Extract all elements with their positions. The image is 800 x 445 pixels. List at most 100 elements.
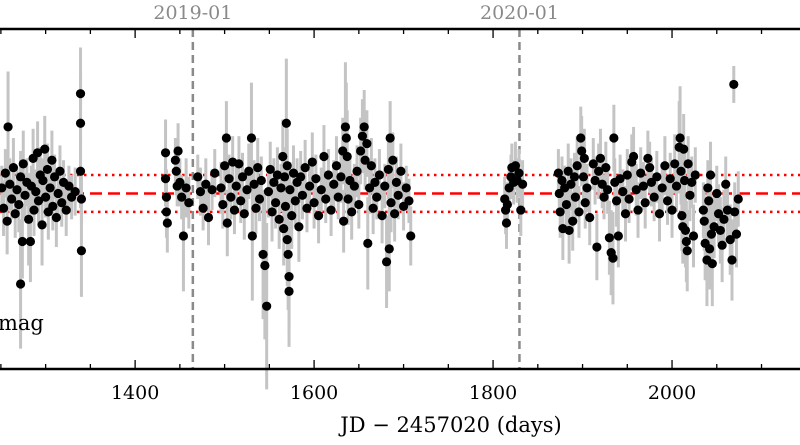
data-point <box>645 162 655 173</box>
data-point <box>705 170 716 180</box>
data-point <box>57 198 67 208</box>
data-point <box>665 174 675 184</box>
data-point <box>698 205 708 215</box>
data-point <box>688 231 699 241</box>
data-point <box>276 183 286 193</box>
data-point <box>707 259 717 269</box>
data-point <box>297 190 308 200</box>
data-point <box>262 301 272 311</box>
data-point <box>406 231 416 241</box>
data-point <box>207 185 217 195</box>
data-point <box>224 174 234 184</box>
data-point <box>61 205 71 215</box>
data-point <box>572 161 582 171</box>
data-point <box>75 166 86 176</box>
data-point <box>667 205 677 215</box>
data-point <box>566 179 576 189</box>
data-point <box>386 198 396 208</box>
data-point <box>274 214 284 224</box>
data-point <box>370 177 380 187</box>
data-point <box>638 181 649 191</box>
data-point <box>220 161 230 171</box>
data-point <box>218 199 228 210</box>
data-point <box>366 161 376 171</box>
top-label-2020-01: 2020-01 <box>480 2 559 24</box>
data-point <box>579 153 589 163</box>
data-point <box>722 205 733 215</box>
data-point <box>15 279 26 289</box>
data-point <box>53 188 63 199</box>
data-point <box>578 172 589 182</box>
data-point <box>715 225 725 236</box>
data-point <box>247 231 257 241</box>
data-point <box>553 168 563 178</box>
data-point <box>18 159 28 169</box>
data-point <box>502 199 512 210</box>
data-point <box>717 240 727 250</box>
data-point <box>31 187 41 197</box>
data-point <box>287 211 297 221</box>
data-point <box>0 183 7 193</box>
data-point <box>671 181 682 191</box>
data-point <box>563 166 573 176</box>
data-point <box>580 198 590 208</box>
data-point <box>12 185 22 195</box>
data-point <box>0 168 10 178</box>
data-point <box>160 174 171 184</box>
data-point <box>731 229 742 239</box>
data-point <box>340 122 351 132</box>
data-point <box>643 153 653 163</box>
annotation-mag: mag <box>0 311 44 335</box>
data-point <box>687 177 697 187</box>
data-point <box>15 172 26 182</box>
data-point <box>576 133 586 143</box>
data-point <box>608 253 618 263</box>
data-point <box>236 196 246 206</box>
data-point <box>290 196 300 206</box>
data-point <box>45 183 55 193</box>
data-point <box>309 198 319 208</box>
data-point <box>620 209 631 219</box>
data-point <box>640 198 650 208</box>
data-point <box>242 185 252 195</box>
data-point <box>730 207 740 217</box>
data-point <box>396 166 406 176</box>
data-point <box>237 172 248 182</box>
data-point <box>391 177 402 187</box>
data-point <box>323 170 334 180</box>
data-point <box>271 198 281 208</box>
data-point <box>388 155 398 165</box>
data-point <box>654 209 665 219</box>
data-point <box>721 179 731 189</box>
data-point <box>603 185 613 195</box>
axes <box>0 27 800 371</box>
data-point <box>231 181 241 191</box>
data-point <box>263 187 274 197</box>
data-point <box>316 185 326 195</box>
data-point <box>272 170 283 180</box>
data-point <box>569 172 580 182</box>
data-point <box>514 168 524 178</box>
data-point <box>727 255 737 265</box>
data-point <box>294 222 304 232</box>
data-point <box>269 177 279 187</box>
data-point <box>633 205 643 215</box>
data-point <box>260 260 270 271</box>
data-point <box>249 179 259 189</box>
data-point <box>517 179 528 189</box>
x-tick-label: 1400 <box>111 382 159 404</box>
data-point <box>48 201 58 211</box>
data-point <box>706 229 717 239</box>
data-point <box>307 157 317 167</box>
data-point <box>195 187 206 197</box>
data-point <box>244 166 254 176</box>
data-point <box>10 209 20 219</box>
data-point <box>326 205 336 215</box>
data-point <box>321 194 331 204</box>
data-point <box>210 168 220 178</box>
data-point <box>181 183 191 193</box>
data-point <box>76 246 87 256</box>
data-point <box>229 205 240 215</box>
data-point <box>333 192 343 202</box>
data-point <box>239 209 249 219</box>
